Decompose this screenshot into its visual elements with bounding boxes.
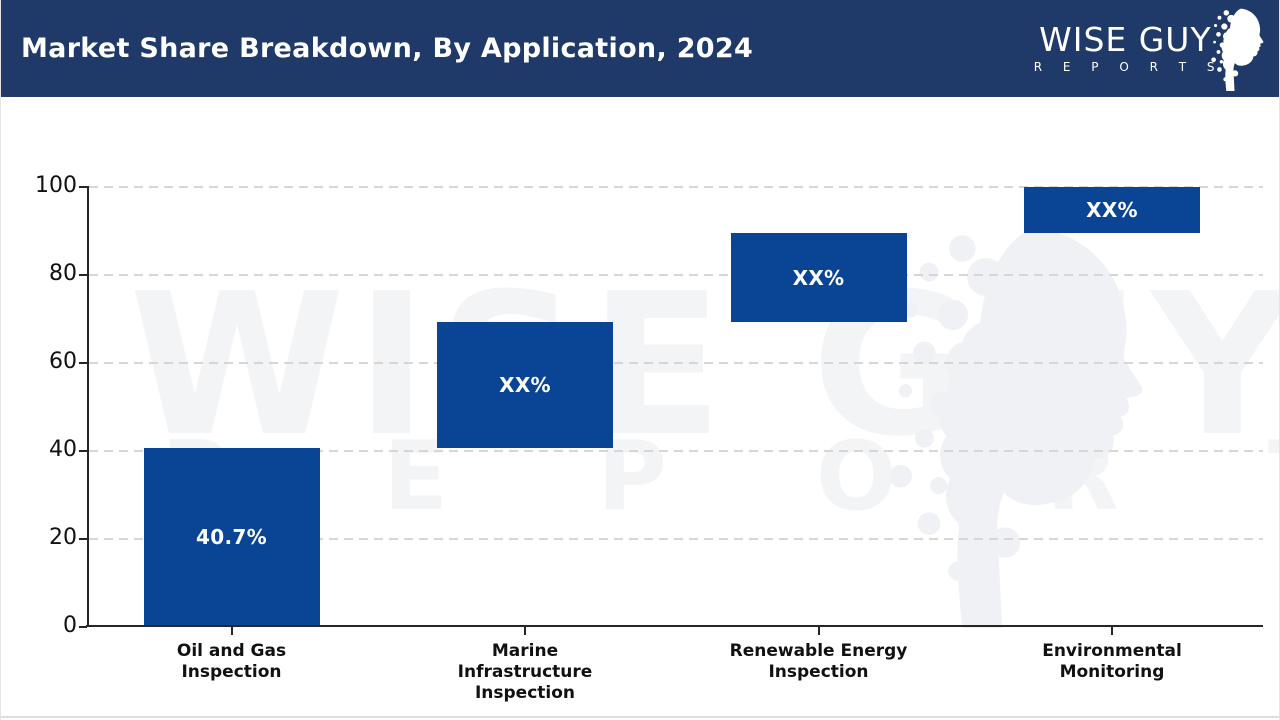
watermark-face-icon bbox=[889, 227, 1143, 628]
category-label-line: Inspection bbox=[474, 683, 576, 703]
x-axis-category-label: Renewable Energy Inspection bbox=[699, 641, 939, 683]
brand-logo: WISE GUY R E P O R T S bbox=[1028, 0, 1271, 97]
bar-segment: XX% bbox=[730, 233, 907, 323]
bar-value-label: 40.7% bbox=[196, 525, 267, 550]
brand-face-icon bbox=[1211, 8, 1264, 91]
bar-segment: 40.7% bbox=[143, 447, 320, 627]
y-axis-tick-label: 0 bbox=[63, 613, 77, 638]
x-axis-tick-mark bbox=[230, 627, 233, 635]
category-label-line: Marine bbox=[491, 641, 559, 661]
brand-logo-text: WISE GUY R E P O R T S bbox=[1028, 20, 1223, 75]
gridline-y60 bbox=[89, 362, 1263, 364]
bar-value-label: XX% bbox=[499, 372, 551, 397]
y-axis-tick-mark bbox=[79, 450, 87, 452]
y-axis-line bbox=[87, 186, 89, 627]
y-axis-tick-mark bbox=[79, 626, 87, 628]
gridline-y80 bbox=[89, 274, 1263, 276]
x-axis-category-label: Oil and Gas Inspection bbox=[112, 641, 352, 683]
y-axis-tick-mark bbox=[79, 186, 87, 188]
category-label-line: Infrastructure bbox=[457, 662, 593, 682]
gridline-y40 bbox=[89, 450, 1263, 452]
x-axis-category-label: Environmental Monitoring bbox=[992, 641, 1232, 683]
y-axis-tick-label: 40 bbox=[49, 437, 77, 462]
y-axis-tick-label: 80 bbox=[49, 261, 77, 286]
footer-divider bbox=[1, 716, 1279, 718]
header-bar: Market Share Breakdown, By Application, … bbox=[1, 0, 1279, 97]
category-label-line: Inspection bbox=[181, 662, 282, 682]
y-axis-tick-mark bbox=[79, 274, 87, 276]
gridline-y20 bbox=[89, 538, 1263, 540]
x-axis-tick-mark bbox=[1111, 627, 1113, 635]
bar-value-label: XX% bbox=[1086, 198, 1138, 223]
category-label-line: Oil and Gas bbox=[176, 641, 287, 661]
bar-value-label: XX% bbox=[792, 265, 845, 290]
y-axis-tick-mark bbox=[79, 362, 87, 364]
y-axis-tick-mark bbox=[79, 538, 87, 540]
brand-subtitle: R E P O R T S bbox=[1033, 60, 1223, 74]
x-axis-tick-mark bbox=[524, 627, 526, 635]
x-axis-line bbox=[86, 625, 1263, 627]
brand-name: WISE GUY bbox=[1039, 20, 1212, 59]
category-label-line: Renewable Energy bbox=[729, 641, 908, 661]
page-title: Market Share Breakdown, By Application, … bbox=[21, 33, 754, 64]
gridline-y100 bbox=[89, 186, 1263, 188]
x-axis-tick-mark bbox=[817, 627, 820, 635]
category-label-line: Inspection bbox=[768, 662, 869, 682]
y-axis-tick-label: 100 bbox=[35, 173, 77, 198]
bar-segment: XX% bbox=[1024, 187, 1200, 234]
category-label-line: Environmental bbox=[1042, 641, 1182, 661]
category-label-line: Monitoring bbox=[1059, 662, 1165, 682]
bar-segment: XX% bbox=[437, 322, 613, 448]
y-axis-tick-label: 20 bbox=[49, 525, 77, 550]
y-axis-tick-label: 60 bbox=[49, 349, 77, 374]
x-axis-category-label: Marine Infrastructure Inspection bbox=[405, 641, 645, 704]
